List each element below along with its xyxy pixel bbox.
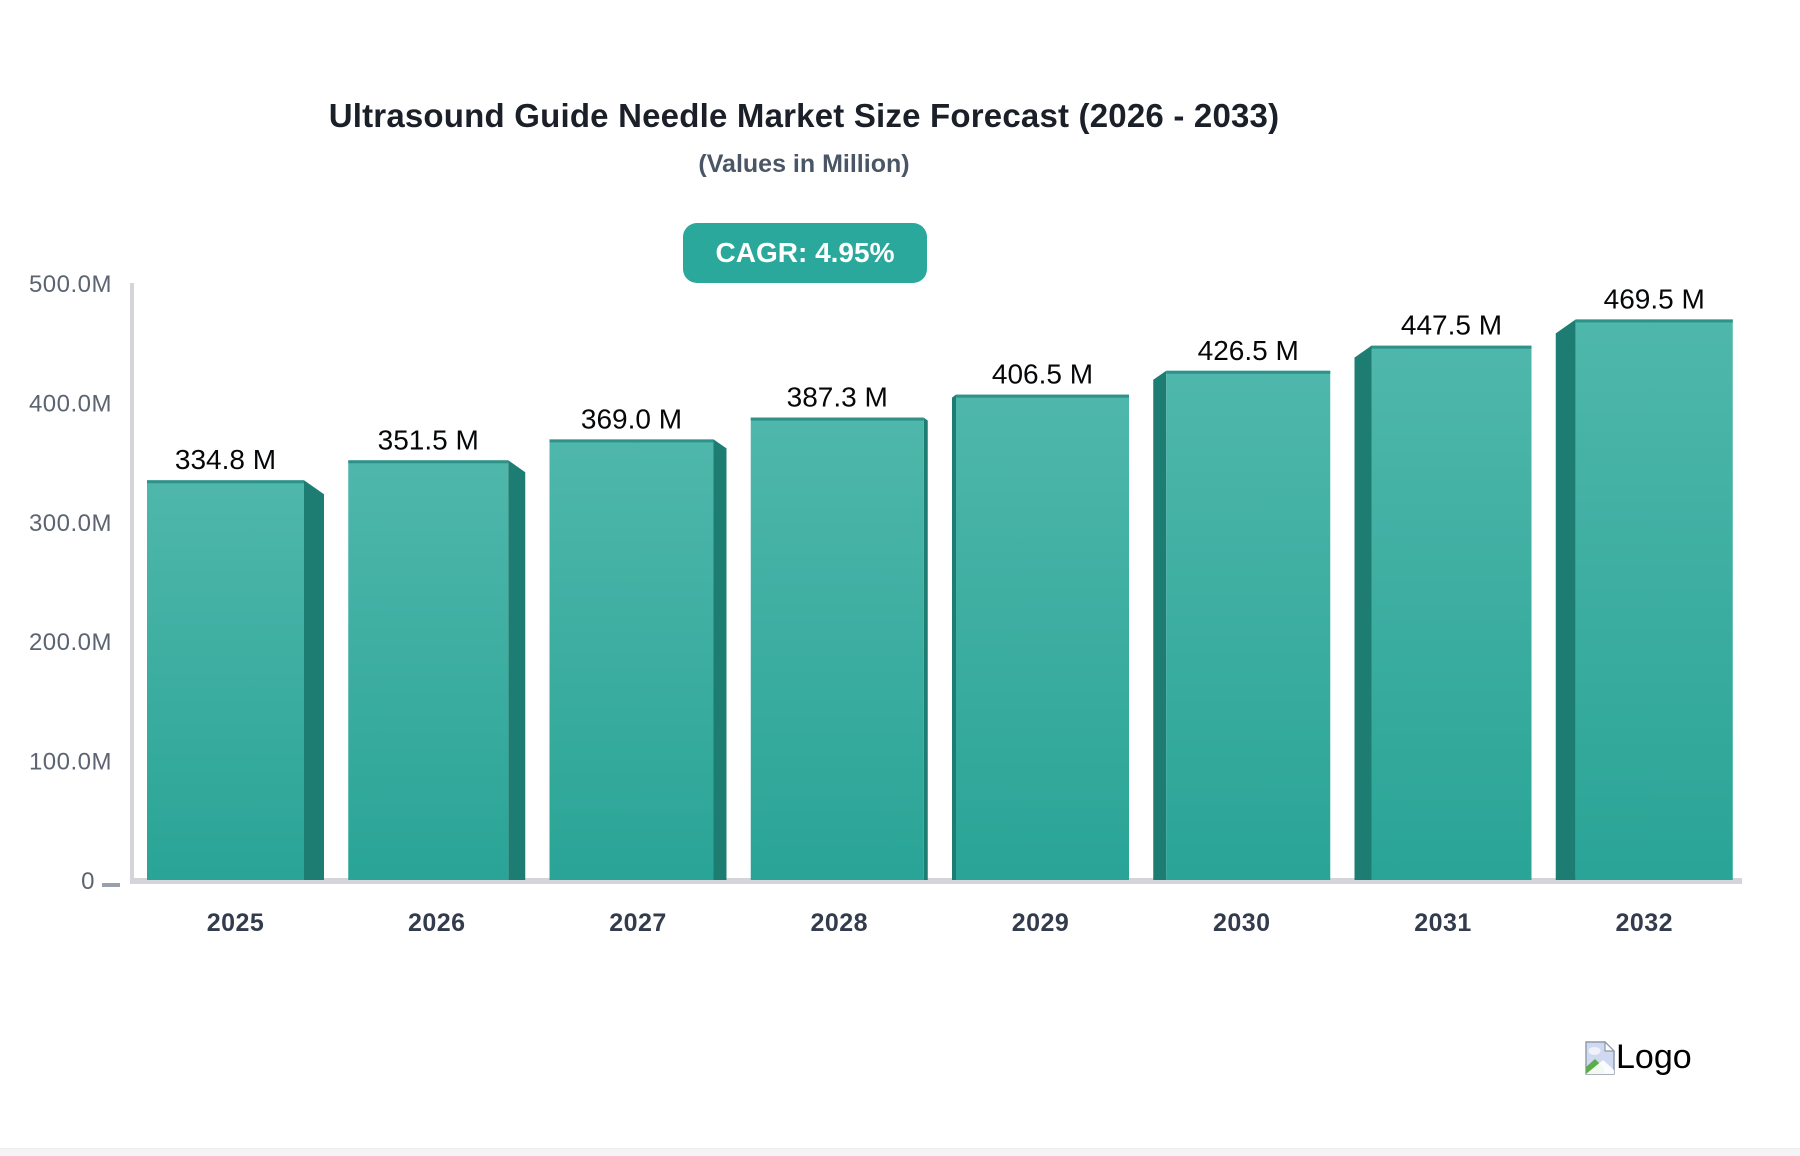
bar-top-edge-2030 [1166, 370, 1331, 374]
bar-side-2028 [923, 417, 928, 880]
bar-top-edge-2031 [1371, 345, 1532, 349]
value-label-2032: 469.5 M [1604, 283, 1705, 314]
bar-2031 [1371, 345, 1532, 880]
bar-2028 [750, 417, 924, 880]
chart-title: Ultrasound Guide Needle Market Size Fore… [328, 97, 1280, 134]
y-axis-label-100: 100.0M [29, 749, 112, 776]
bar-2030 [1166, 370, 1331, 880]
y-axis-label-400: 400.0M [29, 390, 112, 417]
logo: Logo [1585, 1040, 1692, 1075]
value-label-2031: 447.5 M [1401, 310, 1502, 341]
zero-tick [102, 883, 120, 887]
x-axis-label-2028: 2028 [810, 909, 868, 937]
x-axis-label-2025: 2025 [207, 909, 265, 937]
bar-2029 [956, 394, 1129, 880]
y-axis-label-0: 0 [81, 868, 95, 895]
bar-top-edge-2027 [549, 439, 714, 443]
y-axis-label-500: 500.0M [29, 271, 112, 298]
bar-2025 [147, 480, 304, 880]
bar-top-edge-2025 [147, 480, 304, 484]
broken-image-icon [1585, 1041, 1615, 1075]
x-axis-label-2032: 2032 [1615, 909, 1673, 937]
x-axis-label-2031: 2031 [1414, 909, 1472, 937]
bar-side-2029 [952, 394, 956, 880]
bar-side-2032 [1555, 319, 1576, 880]
chart-subtitle: (Values in Million) [698, 150, 910, 178]
bar-side-2027 [713, 439, 727, 880]
cagr-badge-wrapper: CAGR: 4.95% [0, 223, 1610, 283]
bar-top-edge-2028 [750, 417, 924, 421]
x-axis-label-2029: 2029 [1012, 909, 1070, 937]
x-axis-line [130, 878, 1742, 884]
value-label-2025: 334.8 M [175, 444, 276, 475]
bar-side-2031 [1354, 345, 1372, 880]
logo-text: Logo [1616, 1038, 1692, 1076]
y-axis-label-300: 300.0M [29, 510, 112, 537]
value-label-2029: 406.5 M [992, 359, 1093, 390]
bar-2026 [348, 460, 509, 880]
bar-side-2030 [1153, 370, 1167, 880]
y-axis-label-200: 200.0M [29, 629, 112, 656]
x-axis-label-2026: 2026 [408, 909, 466, 937]
bar-top-edge-2032 [1575, 319, 1733, 323]
cagr-badge: CAGR: 4.95% [682, 223, 928, 283]
value-label-2028: 387.3 M [787, 382, 888, 413]
bar-2032 [1575, 319, 1733, 880]
bar-top-edge-2029 [956, 394, 1129, 398]
y-axis-line [130, 283, 134, 878]
x-axis-label-2030: 2030 [1213, 909, 1271, 937]
bar-2027 [549, 439, 714, 880]
bar-side-2026 [508, 460, 526, 880]
bar-top-edge-2026 [348, 460, 509, 464]
page-bottom-strip [0, 1148, 1800, 1156]
value-label-2027: 369.0 M [581, 403, 682, 434]
x-axis-label-2027: 2027 [609, 909, 667, 937]
value-label-2026: 351.5 M [378, 424, 479, 455]
value-label-2030: 426.5 M [1198, 335, 1299, 366]
bar-side-2025 [304, 480, 324, 880]
